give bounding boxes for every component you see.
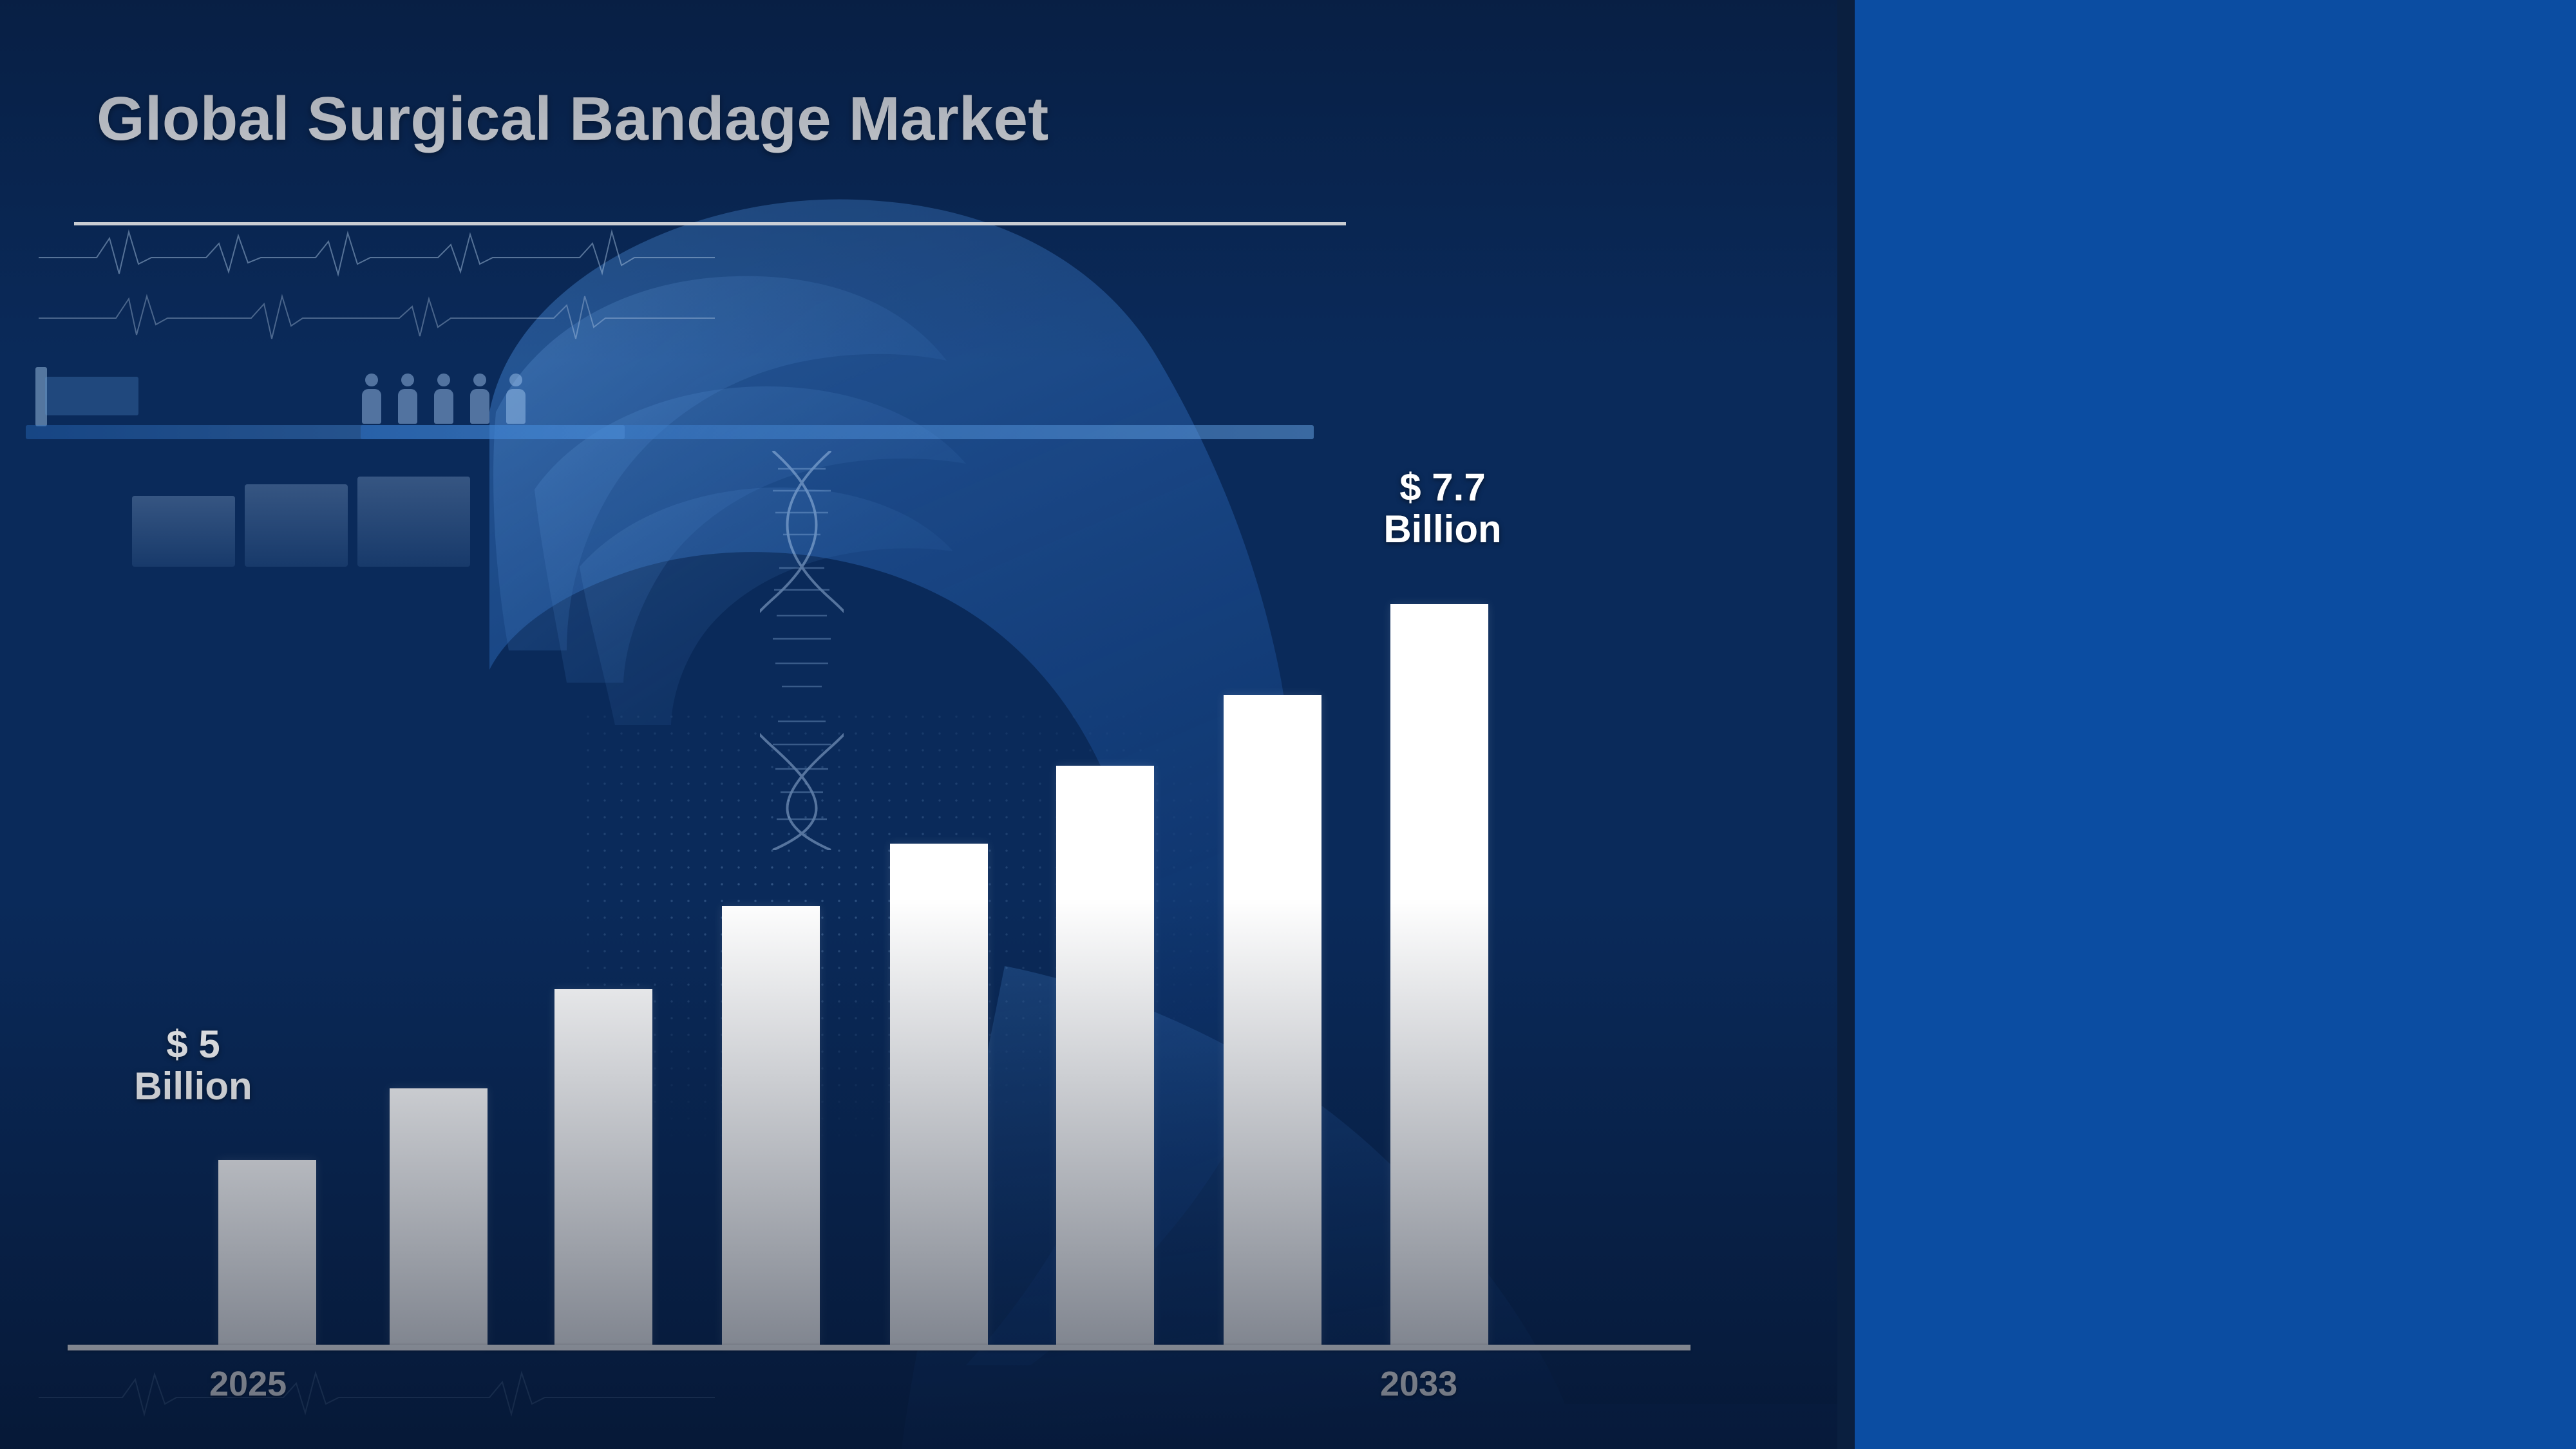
title-divider	[74, 222, 1346, 225]
bg-progress-bar	[361, 425, 1314, 439]
bg-chart-card	[132, 496, 235, 567]
table-row	[1056, 766, 1154, 1347]
x-axis-line	[68, 1345, 1690, 1350]
value-label-last: $ 7.7 Billion	[1340, 466, 1546, 551]
value-label-last-line2: Billion	[1383, 507, 1502, 551]
table-row	[390, 1088, 488, 1347]
bg-vertical-meter	[35, 367, 47, 426]
people-pictogram-icon-group	[361, 374, 527, 424]
panel-divider	[1837, 0, 1855, 1449]
dna-helix-icon	[760, 451, 844, 850]
bg-stat-tile	[45, 377, 138, 415]
bg-chart-card	[245, 484, 348, 567]
page-title: Global Surgical Bandage Market	[97, 84, 1049, 153]
person-pictogram-icon	[433, 374, 455, 424]
table-row	[554, 989, 652, 1347]
person-pictogram-icon	[469, 374, 491, 424]
value-label-last-line1: $ 7.7	[1399, 466, 1486, 509]
ecg-waveform-tertiary-icon	[39, 1370, 715, 1417]
value-label-first: $ 5 Billion	[90, 1023, 296, 1108]
person-pictogram-icon	[397, 374, 419, 424]
axis-tick-label-end: 2033	[1380, 1365, 1458, 1403]
axis-tick-label-start: 2025	[209, 1365, 287, 1403]
person-pictogram-icon	[505, 374, 527, 424]
bar-chart: $ 5 Billion $ 7.7 Billion 2025 2033	[68, 466, 1690, 1403]
person-pictogram-icon	[361, 374, 383, 424]
table-row	[722, 906, 820, 1347]
sidebar-panel: VERIFIED MARKET RESEARCH ® 5.50 % CAGR f…	[1855, 0, 2576, 1449]
ecg-waveform-icon	[39, 229, 715, 277]
table-row	[890, 844, 988, 1347]
table-row	[1390, 604, 1488, 1347]
main-panel: Global Surgical Bandage Market $ 5 Billi…	[0, 0, 1837, 1449]
value-label-first-line2: Billion	[134, 1064, 252, 1108]
ecg-waveform-secondary-icon	[39, 294, 715, 339]
table-row	[218, 1160, 316, 1347]
bg-chart-card	[357, 477, 470, 567]
table-row	[1224, 695, 1321, 1347]
value-label-first-line1: $ 5	[166, 1023, 220, 1066]
